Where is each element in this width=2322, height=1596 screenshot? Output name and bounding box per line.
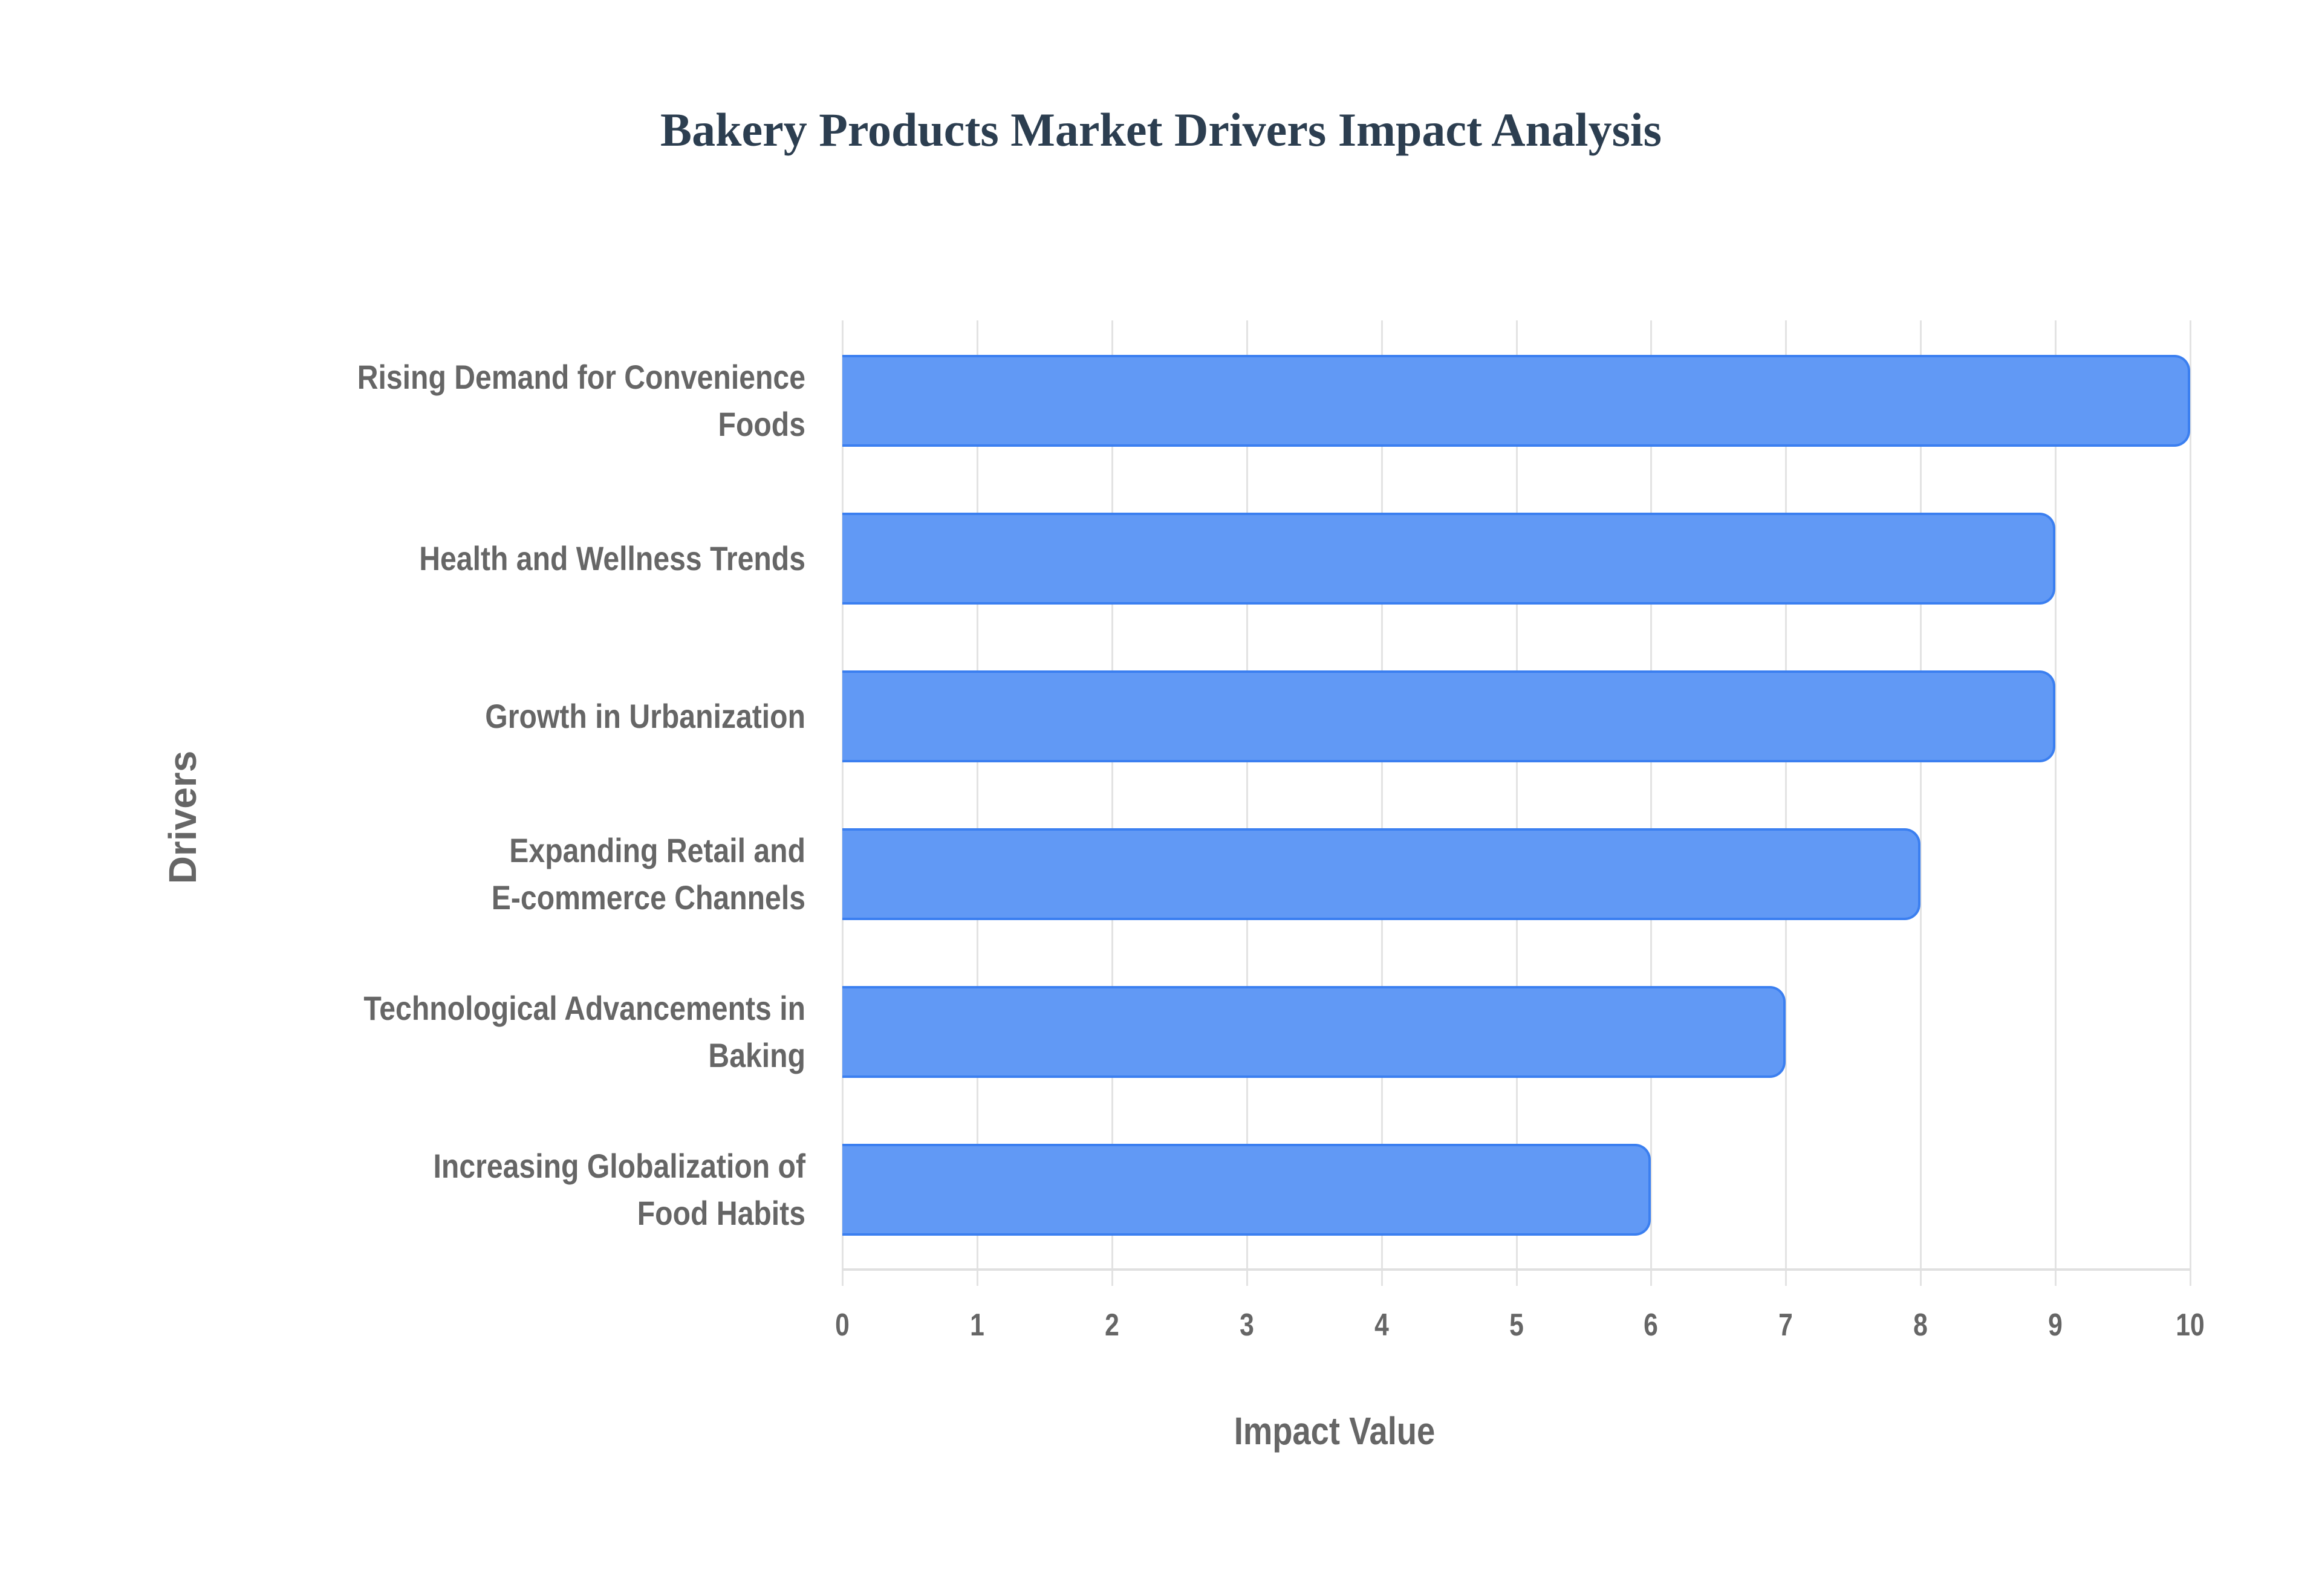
y-tick-label: Growth in Urbanization — [485, 697, 805, 735]
gridline — [1381, 320, 1383, 1286]
x-axis-line — [842, 1268, 2190, 1271]
y-axis-title: Drivers — [161, 750, 204, 884]
gridline — [1515, 320, 1518, 1286]
gridline — [2055, 320, 2057, 1286]
gridline — [1650, 320, 1653, 1286]
chart-title: Bakery Products Market Drivers Impact An… — [660, 103, 1662, 156]
y-tick-label: Health and Wellness Trends — [419, 539, 805, 577]
x-tick-label: 6 — [1644, 1308, 1659, 1343]
x-tick-label: 2 — [1104, 1308, 1119, 1343]
x-tick-label: 9 — [2048, 1308, 2063, 1343]
gridline — [2190, 320, 2191, 1286]
gridline — [1111, 320, 1113, 1286]
bar[interactable] — [842, 986, 1786, 1078]
bar[interactable] — [842, 670, 2056, 762]
gridline — [1785, 320, 1787, 1286]
x-axis-title: Impact Value — [1234, 1409, 1436, 1453]
y-tick-label: Increasing Globalization of Food Habits — [433, 1147, 805, 1232]
bar[interactable] — [842, 1144, 1651, 1236]
y-tick-label: Rising Demand for Convenience Foods — [357, 358, 805, 443]
x-tick-label: 3 — [1239, 1308, 1254, 1343]
x-tick-label: 7 — [1778, 1308, 1794, 1343]
y-tick-label: Expanding Retail and E-commerce Channels — [491, 831, 805, 916]
gridline — [842, 320, 844, 1286]
gridline — [1920, 320, 1922, 1286]
gridline — [1246, 320, 1248, 1286]
x-tick-label: 10 — [2176, 1308, 2205, 1343]
x-tick-label: 1 — [970, 1308, 984, 1343]
x-tick-label: 8 — [1913, 1308, 1928, 1343]
x-tick-label: 5 — [1509, 1308, 1524, 1343]
bar[interactable] — [842, 513, 2056, 605]
x-tick-label: 0 — [835, 1308, 850, 1343]
plot-area — [842, 320, 2191, 1286]
x-tick-label: 4 — [1374, 1308, 1389, 1343]
y-tick-label: Technological Advancements in Baking — [363, 989, 805, 1074]
gridline — [976, 320, 978, 1286]
bar[interactable] — [842, 828, 1921, 920]
bar[interactable] — [842, 355, 2190, 447]
